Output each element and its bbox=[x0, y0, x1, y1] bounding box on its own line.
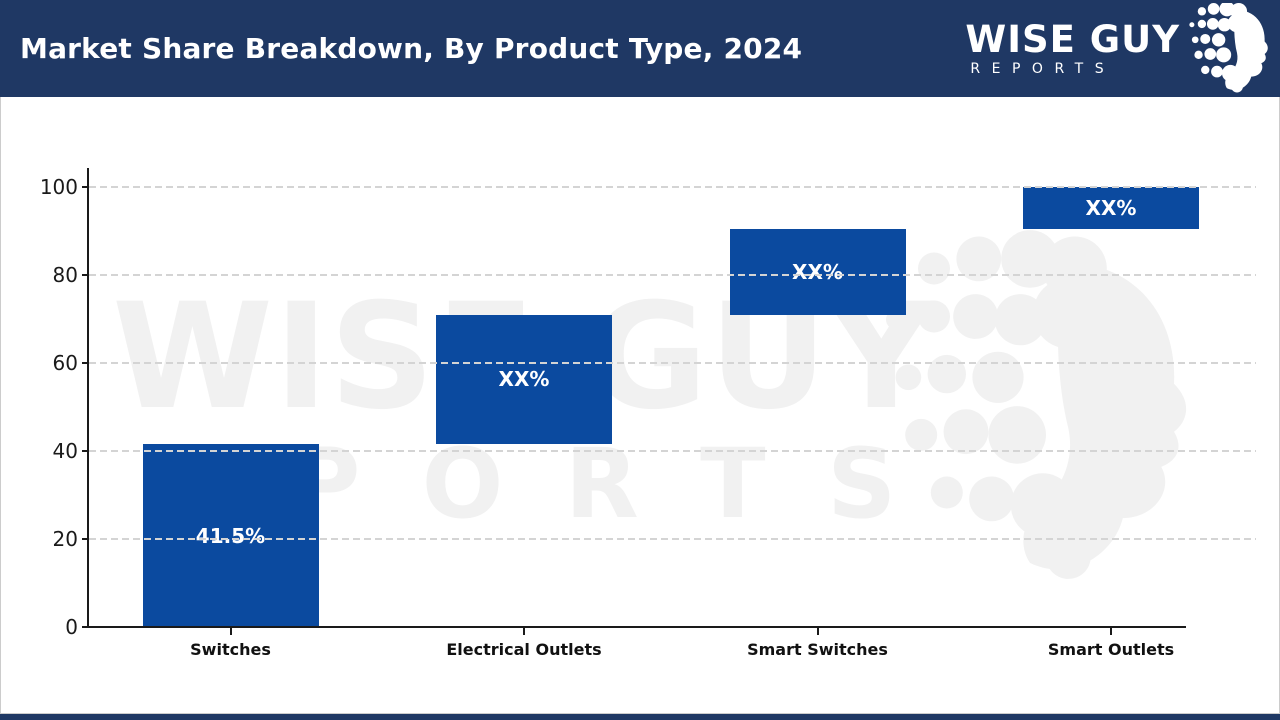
bar-value-label: XX% bbox=[498, 367, 550, 392]
x-tick-label-electrical-outlets: Electrical Outlets bbox=[446, 640, 602, 659]
x-tick-label-switches: Switches bbox=[190, 640, 271, 659]
logo-text: WISE GUY REPORTS bbox=[965, 18, 1180, 78]
y-tick-label-80: 80 bbox=[52, 263, 78, 287]
watermark-subtitle: P O R T S bbox=[290, 428, 911, 540]
gridline-20 bbox=[89, 538, 1256, 540]
y-tick-100 bbox=[82, 186, 89, 188]
bar-value-label: XX% bbox=[792, 259, 843, 284]
y-tick-80 bbox=[82, 274, 89, 276]
y-tick-0 bbox=[82, 626, 89, 628]
x-tick-label-smart-outlets: Smart Outlets bbox=[1047, 640, 1175, 659]
gridline-80 bbox=[89, 274, 1256, 276]
bar-switches[interactable]: 41.5% bbox=[142, 444, 319, 627]
bar-smart-switches[interactable]: XX% bbox=[729, 228, 906, 315]
y-tick-60 bbox=[82, 362, 89, 364]
logo-head-icon bbox=[1189, 2, 1268, 92]
bar-value-label: XX% bbox=[1085, 195, 1137, 220]
y-tick-label-100: 100 bbox=[39, 175, 78, 199]
x-tick-label-smart-switches: Smart Switches bbox=[747, 640, 888, 659]
bar-electrical-outlets[interactable]: XX% bbox=[436, 314, 612, 445]
gridline-60 bbox=[89, 362, 1256, 364]
x-tick-smart-outlets bbox=[1110, 628, 1112, 635]
logo-subtitle: REPORTS bbox=[970, 61, 1116, 77]
x-tick-electrical-outlets bbox=[523, 628, 525, 635]
gridline-40 bbox=[89, 450, 1256, 452]
watermark-head-icon bbox=[886, 230, 1187, 579]
gridline-100 bbox=[89, 186, 1256, 188]
bar-smart-outlets[interactable]: XX% bbox=[1023, 187, 1199, 229]
chart-title: Market Share Breakdown, By Product Type,… bbox=[20, 32, 803, 65]
y-tick-label-60: 60 bbox=[52, 351, 78, 375]
x-tick-switches bbox=[229, 628, 232, 635]
bar-value-label: 41.5% bbox=[195, 523, 266, 548]
y-tick-40 bbox=[82, 450, 89, 452]
y-tick-label-20: 20 bbox=[52, 527, 78, 551]
y-axis-spine bbox=[87, 168, 89, 628]
y-tick-label-40: 40 bbox=[52, 439, 78, 463]
y-tick-20 bbox=[82, 538, 89, 540]
logo-wordmark: WISE GUY bbox=[965, 18, 1180, 61]
x-axis-spine bbox=[87, 626, 1186, 628]
header-bar: Market Share Breakdown, By Product Type,… bbox=[0, 0, 1280, 97]
footer-bar bbox=[0, 713, 1280, 720]
x-tick-smart-switches bbox=[816, 628, 819, 635]
y-tick-label-0: 0 bbox=[65, 615, 78, 639]
wise-guy-logo: WISE GUY REPORTS bbox=[965, 2, 1270, 95]
